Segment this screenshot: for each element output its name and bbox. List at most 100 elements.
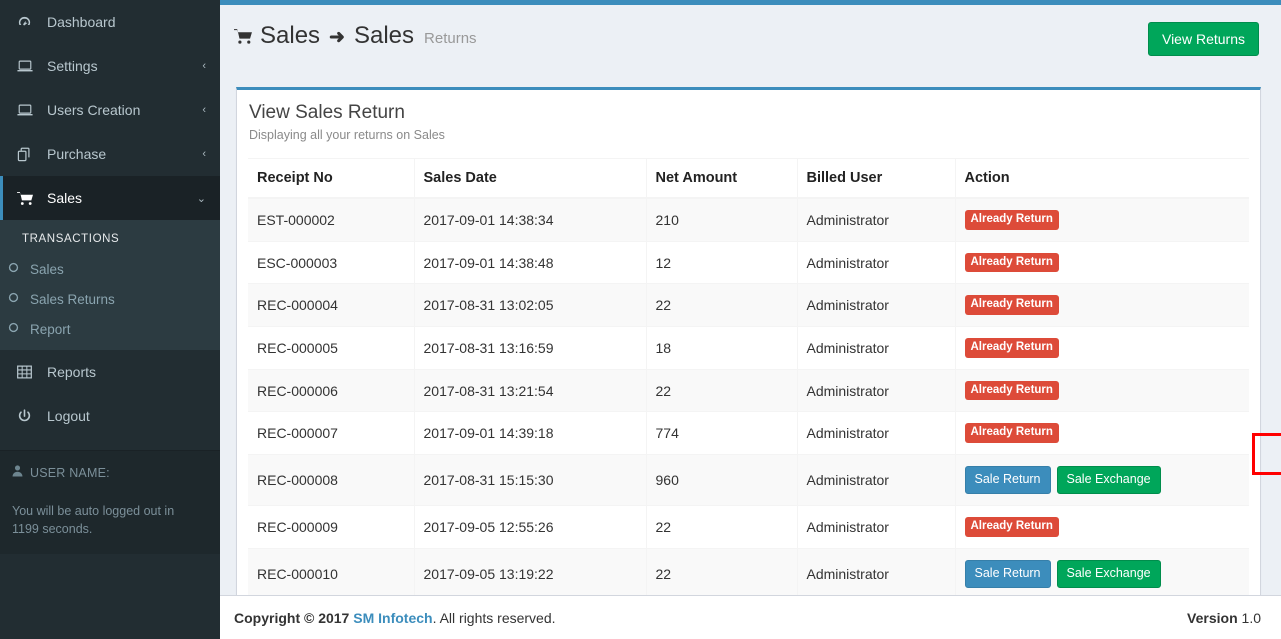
table-row: REC-000008 2017-08-31 15:15:30 960 Administ… bbox=[248, 454, 1249, 506]
cell-billed-user: Administrator bbox=[797, 283, 956, 327]
cell-sales-date: 2017-08-31 15:15:30 bbox=[414, 454, 647, 506]
sidebar-item-users-creation[interactable]: Users Creation ‹ bbox=[0, 88, 220, 132]
footer-copyright-prefix: Copyright © 2017 bbox=[234, 609, 350, 626]
already-return-badge: Already Return bbox=[964, 210, 1059, 230]
cell-net-amount: 22 bbox=[646, 368, 798, 412]
action-group: Already Return bbox=[964, 380, 1241, 401]
sidebar-subitem-report[interactable]: Report bbox=[0, 314, 220, 344]
already-return-badge: Already Return bbox=[964, 517, 1059, 537]
cell-billed-user: Administrator bbox=[797, 368, 956, 412]
sidebar-item-dashboard[interactable]: Dashboard bbox=[0, 0, 220, 44]
sidebar-item-label: Settings bbox=[47, 58, 98, 74]
action-group: Already Return bbox=[964, 295, 1241, 316]
sidebar-user-panel: USER NAME: You will be auto logged out i… bbox=[0, 450, 220, 555]
main-area: Sales ➜ Sales Returns View Returns View … bbox=[220, 0, 1281, 639]
action-group: Already Return bbox=[964, 252, 1241, 273]
cell-receipt-no: REC-000007 bbox=[248, 411, 415, 455]
footer-copyright: Copyright © 2017 SM Infotech. All rights… bbox=[234, 610, 556, 626]
footer-version: Version 1.0 bbox=[1187, 610, 1261, 626]
table-row: ESC-000003 2017-09-01 14:38:48 12 Administr… bbox=[248, 240, 1249, 284]
sidebar-subitem-label: Report bbox=[30, 321, 71, 337]
already-return-badge: Already Return bbox=[964, 252, 1059, 273]
column-header-receipt-no: Receipt No bbox=[248, 158, 415, 200]
cell-sales-date: 2017-09-01 14:39:18 bbox=[414, 411, 647, 455]
chevron-down-icon: ⌄ bbox=[196, 192, 206, 205]
cell-sales-date: 2017-09-01 14:38:48 bbox=[414, 240, 647, 284]
circle-o-icon bbox=[8, 292, 28, 306]
cell-action: Already Return bbox=[955, 240, 1249, 284]
page-header: Sales ➜ Sales Returns View Returns bbox=[220, 5, 1281, 57]
sidebar-item-reports[interactable]: Reports bbox=[0, 350, 220, 394]
sale-return-button[interactable]: Sale Return bbox=[964, 559, 1051, 588]
cell-sales-date: 2017-08-31 13:02:05 bbox=[414, 283, 647, 327]
sale-exchange-button[interactable]: Sale Exchange bbox=[1056, 466, 1161, 495]
cell-receipt-no: REC-000009 bbox=[248, 505, 415, 549]
table-row: EST-000002 2017-09-01 14:38:34 210 Administ… bbox=[248, 197, 1249, 242]
sidebar-item-label: Sales bbox=[47, 190, 83, 206]
cell-net-amount: 210 bbox=[646, 197, 798, 242]
action-group: Already Return bbox=[964, 338, 1241, 358]
circle-o-icon bbox=[8, 322, 28, 336]
view-returns-button[interactable]: View Returns bbox=[1147, 22, 1259, 57]
cell-billed-user: Administrator bbox=[797, 326, 956, 370]
panel-title: View Sales Return bbox=[249, 102, 405, 124]
column-header-action: Action bbox=[955, 158, 1249, 200]
table-row: REC-000006 2017-08-31 13:21:54 22 Administr… bbox=[248, 368, 1249, 412]
dashboard-icon bbox=[17, 15, 39, 30]
sidebar: Dashboard Settings ‹ Users Creation ‹ Pu… bbox=[0, 0, 220, 639]
table-row: REC-000007 2017-09-01 14:39:18 774 Administ… bbox=[248, 411, 1249, 455]
table-row: REC-000004 2017-08-31 13:02:05 22 Administr… bbox=[248, 283, 1249, 327]
sidebar-subitem-label: Sales Returns bbox=[30, 291, 115, 307]
cell-sales-date: 2017-09-01 14:38:34 bbox=[414, 197, 647, 242]
table-icon bbox=[17, 365, 39, 379]
cell-action: Sale Return Sale Exchange bbox=[955, 547, 1249, 595]
already-return-badge: Already Return bbox=[964, 380, 1059, 401]
cell-action: Already Return bbox=[955, 197, 1249, 242]
circle-o-icon bbox=[8, 262, 28, 276]
cell-receipt-no: ESC-000003 bbox=[248, 240, 415, 284]
sidebar-treeview-sales: TRANSACTIONS Sales Sales Returns Report bbox=[0, 220, 220, 350]
treeview-header: TRANSACTIONS bbox=[22, 233, 120, 245]
panel-body: Receipt No Sales Date Net Amount Billed … bbox=[237, 144, 1260, 595]
cell-sales-date: 2017-09-05 13:19:22 bbox=[414, 547, 647, 595]
auto-logout-timer: You will be auto logged out in 1199 seco… bbox=[12, 504, 175, 537]
sidebar-item-purchase[interactable]: Purchase ‹ bbox=[0, 132, 220, 176]
sale-exchange-button[interactable]: Sale Exchange bbox=[1056, 559, 1161, 588]
sidebar-item-sales[interactable]: Sales ⌄ bbox=[0, 176, 220, 220]
footer-copyright-suffix: . All rights reserved. bbox=[432, 609, 556, 626]
cell-billed-user: Administrator bbox=[797, 454, 956, 506]
table-header-row: Receipt No Sales Date Net Amount Billed … bbox=[248, 158, 1249, 200]
cell-action: Already Return bbox=[955, 411, 1249, 455]
table-row: REC-000009 2017-09-05 12:55:26 22 Administr… bbox=[248, 505, 1249, 549]
breadcrumb-primary: Sales bbox=[260, 22, 321, 49]
cell-receipt-no: REC-000005 bbox=[248, 326, 415, 370]
panel-header: View Sales Return Displaying all your re… bbox=[237, 90, 1260, 144]
cart-icon bbox=[17, 191, 39, 206]
sidebar-subitem-sales[interactable]: Sales bbox=[0, 254, 220, 284]
cell-net-amount: 960 bbox=[646, 454, 798, 506]
sale-return-button[interactable]: Sale Return bbox=[964, 466, 1051, 495]
action-group: Sale Return Sale Exchange bbox=[964, 559, 1241, 588]
sidebar-item-logout[interactable]: Logout bbox=[0, 394, 220, 438]
content-area: Sales ➜ Sales Returns View Returns View … bbox=[220, 5, 1281, 595]
column-header-sales-date: Sales Date bbox=[414, 158, 647, 200]
breadcrumb-suffix: Returns bbox=[424, 30, 477, 47]
sales-returns-table: Receipt No Sales Date Net Amount Billed … bbox=[248, 158, 1249, 595]
cell-net-amount: 22 bbox=[646, 505, 798, 549]
action-group: Already Return bbox=[964, 210, 1241, 230]
table-head: Receipt No Sales Date Net Amount Billed … bbox=[248, 158, 1249, 200]
cell-net-amount: 12 bbox=[646, 240, 798, 284]
user-name-label: USER NAME: bbox=[30, 465, 110, 480]
cell-receipt-no: EST-000002 bbox=[248, 197, 415, 242]
footer-company-link[interactable]: SM Infotech bbox=[353, 609, 433, 626]
sidebar-item-label: Reports bbox=[47, 364, 97, 380]
sidebar-item-settings[interactable]: Settings ‹ bbox=[0, 44, 220, 88]
cell-receipt-no: REC-000008 bbox=[248, 454, 415, 506]
cell-action: Sale Return Sale Exchange bbox=[955, 454, 1249, 506]
sidebar-item-label: Users Creation bbox=[47, 102, 141, 118]
user-name-row: USER NAME: bbox=[0, 465, 220, 480]
sidebar-subitem-sales-returns[interactable]: Sales Returns bbox=[0, 284, 220, 314]
panel-subtitle: Displaying all your returns on Sales bbox=[249, 128, 445, 143]
laptop-icon bbox=[17, 103, 39, 117]
